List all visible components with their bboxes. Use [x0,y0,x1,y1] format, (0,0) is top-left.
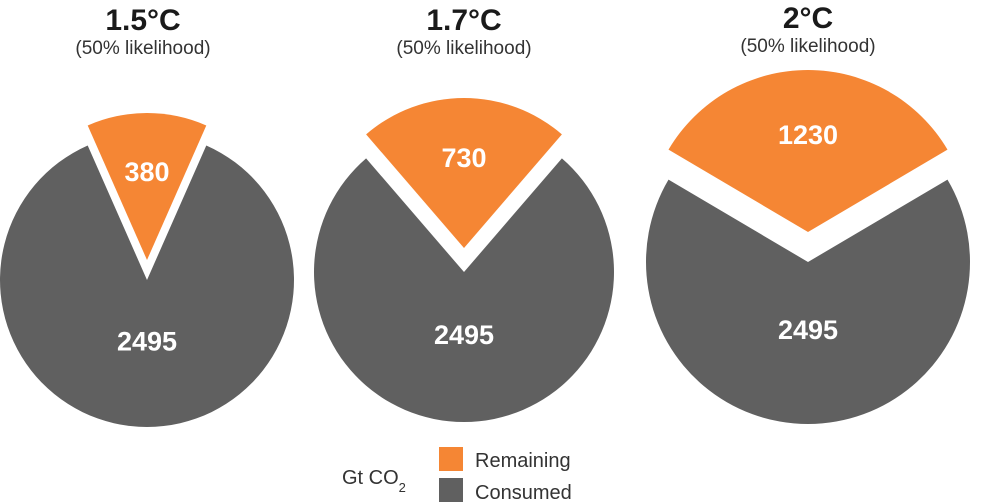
pie-slice-consumed [0,145,294,427]
pie-chart-1: 380 2495 1.5°C(50% likelihood) [0,4,294,427]
legend-swatch-consumed [439,478,463,502]
pie-slice-remaining [366,98,562,248]
legend-label-consumed: Consumed [475,482,572,504]
pie-slice-remaining [87,112,207,261]
slice-label-consumed: 2495 [117,327,177,357]
legend-label-remaining: Remaining [475,450,571,472]
pie-slice-remaining [668,70,948,232]
legend-unit: Gt CO2 [342,467,406,495]
legend-unit-subscript: 2 [399,480,406,495]
chart-title: 2°C [783,2,833,35]
slice-label-remaining: 380 [124,157,169,187]
pie-slice-consumed [646,179,970,425]
slice-label-consumed: 2495 [434,320,494,350]
chart-subtitle: (50% likelihood) [396,38,531,59]
slice-label-consumed: 2495 [778,315,838,345]
pie-chart-2: 730 2495 1.7°C(50% likelihood) [314,4,614,423]
pie-chart-3: 1230 2495 2°C(50% likelihood) [646,2,970,425]
legend: Gt CO2 Remaining Consumed [342,447,572,504]
chart-title: 1.7°C [426,4,501,37]
legend-swatch-remaining [439,447,463,471]
legend-unit-main: Gt CO [342,467,399,489]
pie-slice-consumed [314,158,614,423]
slice-label-remaining: 730 [441,143,486,173]
slice-label-remaining: 1230 [778,120,838,150]
chart-subtitle: (50% likelihood) [75,38,210,59]
chart-subtitle: (50% likelihood) [740,36,875,57]
chart-title: 1.5°C [105,4,180,37]
